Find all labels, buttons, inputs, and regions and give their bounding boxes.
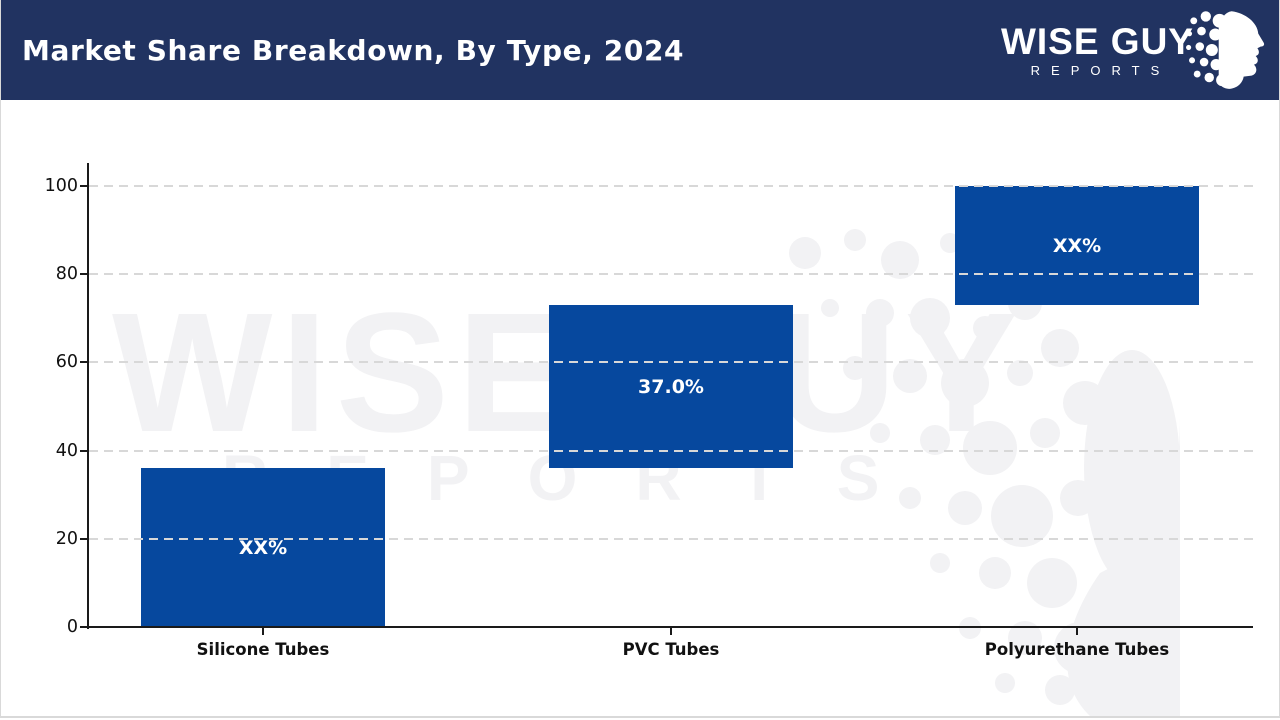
- gridline-y-20: [89, 537, 1253, 540]
- y-tick-mark: [80, 185, 87, 187]
- x-tick-mark: [1076, 628, 1078, 635]
- x-category-label-silicone-tubes: Silicone Tubes: [196, 640, 330, 659]
- brand-tagline: REPORTS: [1030, 63, 1171, 78]
- y-axis-spine: [87, 163, 89, 629]
- bar-silicone-tubes: XX%: [141, 468, 385, 627]
- bar-value-label: 37.0%: [638, 375, 704, 398]
- bar-pvc-tubes: 37.0%: [549, 305, 793, 469]
- bar-value-label: XX%: [1052, 234, 1102, 257]
- x-category-label-pvc-tubes: PVC Tubes: [622, 640, 720, 659]
- x-tick-mark: [262, 628, 264, 635]
- y-tick-mark: [80, 361, 87, 364]
- gridline-y-60: [89, 361, 1253, 364]
- gridline-y-40: [89, 449, 1253, 452]
- y-tick-mark: [80, 626, 87, 628]
- y-tick-label: 80: [55, 264, 78, 285]
- header-bar: Market Share Breakdown, By Type, 2024 WI…: [0, 0, 1280, 100]
- y-tick-label: 100: [44, 176, 78, 196]
- watermark-face-icon: [789, 229, 1180, 716]
- gridline-y-80: [89, 273, 1253, 276]
- bar-value-label: XX%: [238, 536, 288, 559]
- brand-logo-text: WISE GUY REPORTS: [1001, 23, 1194, 77]
- y-tick-mark: [80, 449, 87, 452]
- x-category-label-polyurethane-tubes: Polyurethane Tubes: [984, 640, 1170, 659]
- y-tick-label: 40: [55, 440, 78, 461]
- bar-polyurethane-tubes: XX%: [955, 186, 1199, 306]
- brand-name: WISE GUY: [1000, 21, 1194, 62]
- y-tick-mark: [80, 273, 87, 276]
- face-profile-logo-icon: [1186, 11, 1265, 89]
- page-title: Market Share Breakdown, By Type, 2024: [22, 33, 685, 67]
- x-tick-mark: [670, 628, 672, 635]
- y-tick-mark: [80, 537, 87, 540]
- y-tick-label: 60: [55, 352, 78, 373]
- y-tick-label: 0: [66, 617, 78, 637]
- y-tick-label: 20: [55, 528, 78, 549]
- gridline-y-100: [89, 185, 1253, 187]
- brand-logo: WISE GUY REPORTS: [1001, 7, 1266, 93]
- x-axis-spine: [87, 626, 1253, 628]
